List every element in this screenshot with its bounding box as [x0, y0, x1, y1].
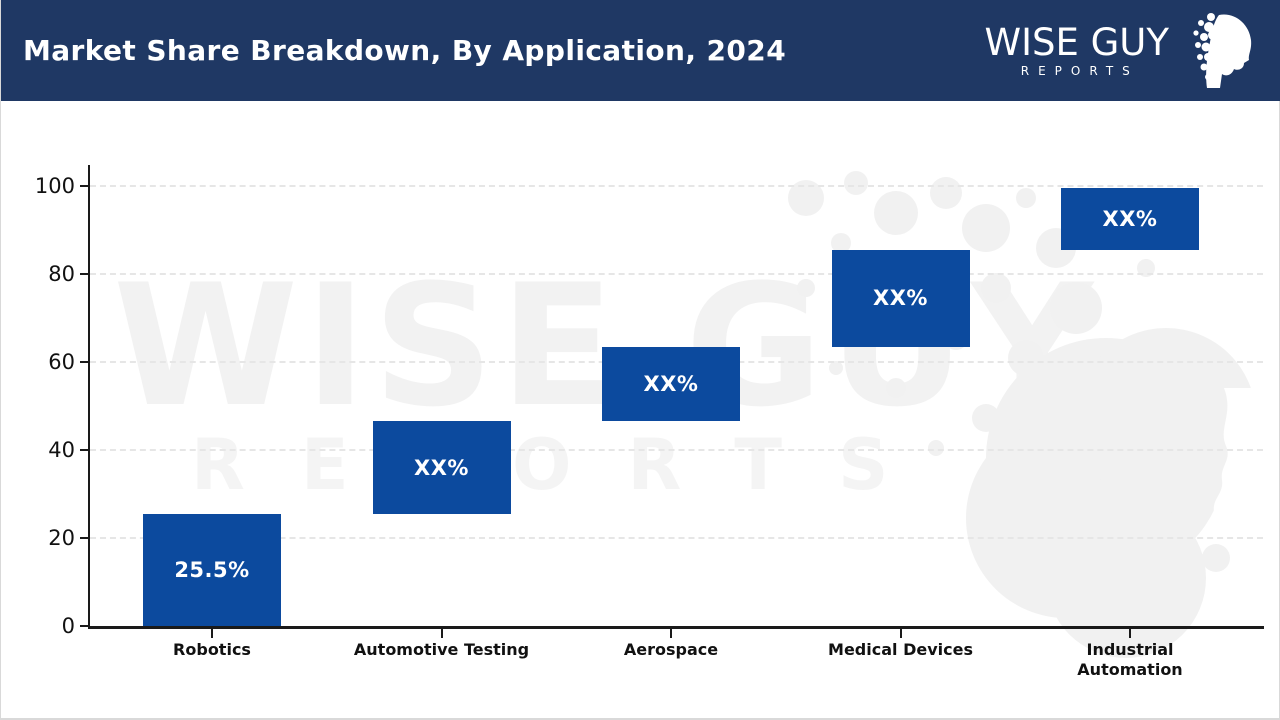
gridline-y-20 [90, 537, 1263, 539]
gridline-y-100 [90, 185, 1263, 187]
gridline-y-40 [90, 449, 1263, 451]
gridline-y-80 [90, 273, 1263, 275]
y-axis-spine [88, 165, 90, 627]
x-tick-label-industrial-automation: Industrial Automation [1010, 640, 1250, 680]
x-tick-robotics [211, 629, 213, 638]
y-tick-label-80: 80 [48, 262, 75, 286]
bar-industrial-automation: XX% [1061, 188, 1199, 250]
bar-label-aerospace: XX% [643, 371, 699, 396]
x-tick-label-line: Automation [1077, 660, 1183, 679]
bar-label-medical-devices: XX% [873, 286, 928, 311]
chart-title: Market Share Breakdown, By Application, … [23, 34, 787, 67]
wiseguy-logo: WISE GUY REPORTS [985, 10, 1255, 92]
y-tick-label-40: 40 [48, 438, 75, 462]
y-tick-0 [80, 625, 89, 627]
bar-label-robotics: 25.5% [174, 557, 250, 582]
logo-text: WISE GUY REPORTS [985, 24, 1169, 77]
x-tick-label-line: Automotive Testing [353, 640, 530, 659]
x-tick-industrial-automation [1129, 629, 1131, 638]
bar-medical-devices: XX% [831, 249, 970, 347]
x-tick-label-line: Aerospace [623, 640, 719, 659]
y-tick-label-0: 0 [61, 614, 75, 638]
x-tick-automotive-testing [440, 629, 443, 638]
x-tick-label-line: Robotics [173, 640, 251, 659]
bar-label-automotive-testing: XX% [414, 455, 469, 480]
logo-face-icon [1193, 12, 1252, 88]
y-tick-label-60: 60 [48, 350, 75, 374]
bar-robotics: 25.5% [143, 513, 281, 626]
bar-aerospace: XX% [602, 346, 740, 422]
bar-automotive-testing: XX% [372, 421, 511, 514]
y-tick-20 [80, 537, 89, 539]
x-tick-label-line: Industrial [1086, 640, 1174, 659]
y-tick-40 [80, 449, 89, 451]
logo-reports-label: REPORTS [1020, 64, 1139, 78]
bar-label-industrial-automation: XX% [1102, 206, 1158, 231]
logo-wiseguy-label: WISE GUY [984, 21, 1169, 64]
watermark-face-icon [788, 171, 1256, 658]
y-tick-60 [80, 361, 89, 363]
y-tick-80 [80, 273, 89, 275]
x-axis-spine [88, 626, 1264, 629]
x-tick-medical-devices [899, 629, 902, 638]
x-tick-label-automotive-testing: Automotive Testing [322, 640, 562, 660]
y-tick-label-20: 20 [48, 526, 75, 550]
x-tick-label-robotics: Robotics [92, 640, 332, 660]
x-tick-aerospace [670, 629, 672, 638]
x-tick-label-line: Medical Devices [828, 640, 973, 659]
y-tick-label-100: 100 [34, 174, 75, 198]
x-tick-label-aerospace: Aerospace [551, 640, 791, 660]
watermark-reports-text: REPORTS [191, 430, 944, 500]
y-tick-100 [80, 185, 89, 187]
x-tick-label-medical-devices: Medical Devices [781, 640, 1021, 660]
header-band: Market Share Breakdown, By Application, … [1, 0, 1280, 101]
